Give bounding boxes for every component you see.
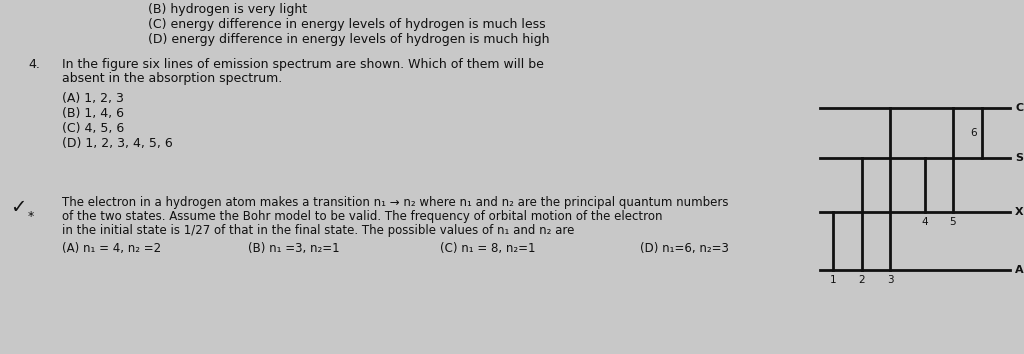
Text: of the two states. Assume the Bohr model to be valid. The frequency of orbital m: of the two states. Assume the Bohr model… (62, 210, 663, 223)
Text: S: S (1015, 153, 1023, 164)
Text: absent in the absorption spectrum.: absent in the absorption spectrum. (62, 72, 283, 85)
Text: 2: 2 (858, 275, 865, 285)
Text: 5: 5 (949, 217, 956, 227)
Text: in the initial state is 1/27 of that in the final state. The possible values of : in the initial state is 1/27 of that in … (62, 224, 574, 237)
Text: (D) energy difference in energy levels of hydrogen is much high: (D) energy difference in energy levels o… (148, 33, 550, 46)
Text: (B) hydrogen is very light: (B) hydrogen is very light (148, 3, 307, 16)
Text: (B) n₁ =3, n₂=1: (B) n₁ =3, n₂=1 (248, 242, 340, 255)
Text: 4: 4 (922, 217, 928, 227)
Text: C: C (1015, 103, 1023, 113)
Text: (A) 1, 2, 3: (A) 1, 2, 3 (62, 92, 124, 105)
Text: 6: 6 (970, 128, 977, 138)
Text: (B) 1, 4, 6: (B) 1, 4, 6 (62, 107, 124, 120)
Text: In the figure six lines of emission spectrum are shown. Which of them will be: In the figure six lines of emission spec… (62, 58, 544, 71)
Text: (C) energy difference in energy levels of hydrogen is much less: (C) energy difference in energy levels o… (148, 18, 546, 31)
Text: (D) 1, 2, 3, 4, 5, 6: (D) 1, 2, 3, 4, 5, 6 (62, 137, 173, 150)
Text: 3: 3 (887, 275, 894, 285)
Text: X: X (1015, 207, 1024, 217)
Text: The electron in a hydrogen atom makes a transition n₁ → n₂ where n₁ and n₂ are t: The electron in a hydrogen atom makes a … (62, 196, 728, 209)
Text: A: A (1015, 265, 1024, 275)
Text: (C) 4, 5, 6: (C) 4, 5, 6 (62, 122, 124, 135)
Text: (C) n₁ = 8, n₂=1: (C) n₁ = 8, n₂=1 (440, 242, 536, 255)
Text: 1: 1 (830, 275, 837, 285)
Text: (A) n₁ = 4, n₂ =2: (A) n₁ = 4, n₂ =2 (62, 242, 161, 255)
Text: *: * (28, 210, 34, 223)
Text: (D) n₁=6, n₂=3: (D) n₁=6, n₂=3 (640, 242, 729, 255)
Text: ✓: ✓ (10, 198, 27, 217)
Text: 4.: 4. (28, 58, 40, 71)
